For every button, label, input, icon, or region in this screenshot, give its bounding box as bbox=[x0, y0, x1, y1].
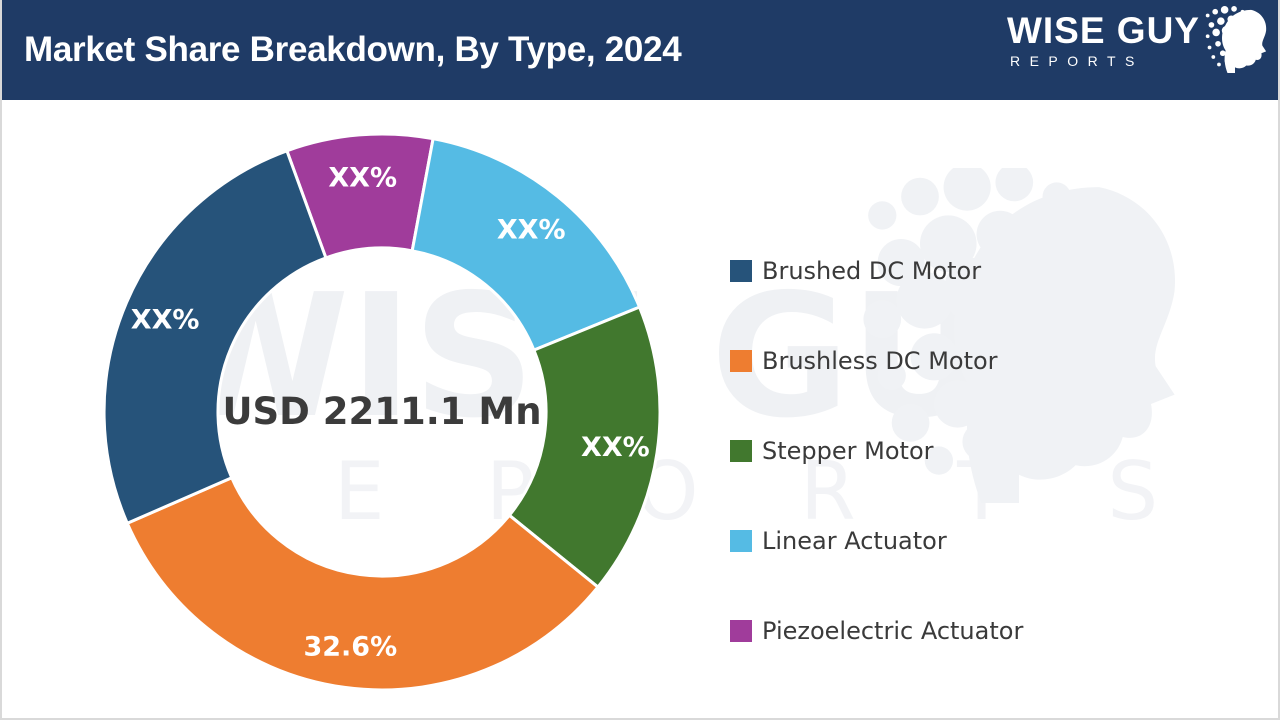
watermark-face-icon bbox=[863, 168, 1176, 503]
legend-item-brushless-dc-motor: Brushless DC Motor bbox=[730, 348, 1023, 374]
page-title: Market Share Breakdown, By Type, 2024 bbox=[24, 30, 682, 69]
logo-subtitle: REPORTS bbox=[1009, 53, 1144, 69]
legend-label: Brushed DC Motor bbox=[762, 257, 982, 285]
legend-item-linear-actuator: Linear Actuator bbox=[730, 528, 1023, 554]
segment-value-label-stepper-motor: XX% bbox=[581, 432, 650, 463]
legend-swatch-icon bbox=[730, 260, 752, 282]
chart-legend: Brushed DC Motor Brushless DC Motor Steppe… bbox=[730, 258, 1023, 708]
segment-value-label-brushed-dc-motor: XX% bbox=[131, 304, 200, 335]
legend-item-brushed-dc-motor: Brushed DC Motor bbox=[730, 258, 1023, 284]
legend-label: Stepper Motor bbox=[762, 437, 934, 465]
legend-swatch-icon bbox=[730, 530, 752, 552]
donut-chart: XX% XX% XX% 32.6% XX% USD 2211.1 Mn bbox=[102, 132, 662, 692]
wiseguy-logo: WISE GUY REPORTS bbox=[1007, 6, 1268, 74]
legend-swatch-icon bbox=[730, 440, 752, 462]
donut-segment-stepper-motor bbox=[507, 305, 662, 589]
legend-label: Piezoelectric Actuator bbox=[762, 617, 1024, 645]
legend-item-piezoelectric-actuator: Piezoelectric Actuator bbox=[730, 618, 1023, 644]
legend-item-stepper-motor: Stepper Motor bbox=[730, 438, 1023, 464]
segment-value-label-piezoelectric-actuator: XX% bbox=[328, 162, 397, 193]
header-bar: Market Share Breakdown, By Type, 2024 WI… bbox=[2, 0, 1278, 100]
legend-swatch-icon bbox=[730, 350, 752, 372]
donut-segment-brushless-dc-motor bbox=[125, 476, 600, 692]
segment-value-label-brushless-dc-motor: 32.6% bbox=[303, 631, 397, 662]
legend-label: Brushless DC Motor bbox=[762, 347, 998, 375]
legend-swatch-icon bbox=[730, 620, 752, 642]
segment-value-label-linear-actuator: XX% bbox=[497, 215, 566, 246]
logo-wordmark: WISE GUY bbox=[1006, 10, 1200, 51]
legend-label: Linear Actuator bbox=[762, 527, 947, 555]
donut-segment-brushed-dc-motor bbox=[102, 149, 328, 525]
donut-center-label: USD 2211.1 Mn bbox=[222, 390, 541, 433]
wiseguy-face-icon bbox=[1205, 6, 1267, 73]
